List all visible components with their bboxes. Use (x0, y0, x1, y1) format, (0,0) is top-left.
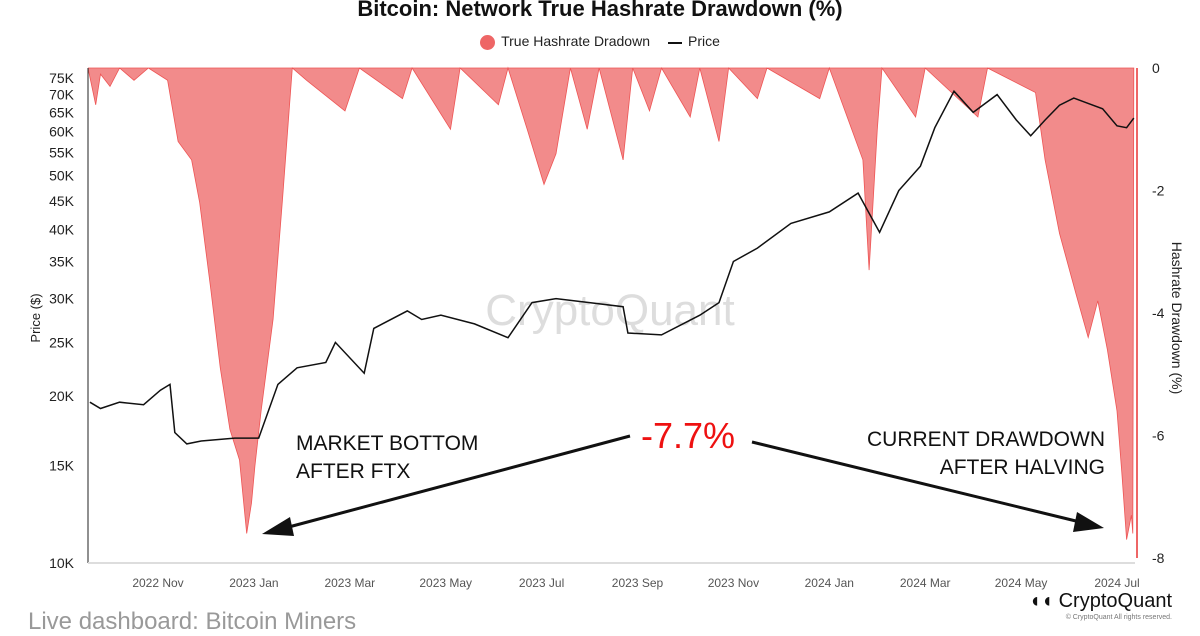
y-left-tick-label: 45K (49, 193, 75, 209)
y-right-tick-label: -6 (1152, 428, 1165, 444)
y-right-label: Hashrate Drawdown (%) (1169, 242, 1185, 395)
y-left-tick-label: 75K (49, 70, 75, 86)
x-tick-label: 2024 Jul (1094, 576, 1139, 590)
drawdown-area (87, 66, 1135, 540)
y-left-tick-label: 65K (49, 104, 75, 120)
y-left-tick-label: 25K (49, 334, 75, 350)
y-right-tick-label: 0 (1152, 60, 1160, 76)
y-left-label: Price ($) (28, 293, 43, 342)
annotation-drawdown-value: -7.7% (641, 415, 735, 456)
y-left-tick-label: 60K (49, 124, 75, 140)
x-tick-label: 2023 Mar (324, 576, 375, 590)
annotation-market-bottom-1: MARKET BOTTOM (296, 432, 478, 455)
x-tick-label: 2023 Sep (612, 576, 664, 590)
x-tick-label: 2023 Nov (708, 576, 759, 590)
y-left-tick-label: 55K (49, 145, 75, 161)
annotation-current-1: CURRENT DRAWDOWN (867, 428, 1105, 451)
arrow-left (262, 434, 631, 536)
arrow-right (751, 440, 1104, 532)
y-right-tick-label: -8 (1152, 550, 1165, 566)
y-left-tick-label: 35K (49, 253, 75, 269)
x-tick-label: 2024 Mar (900, 576, 951, 590)
x-tick-label: 2023 May (419, 576, 472, 590)
legend-line-icon (667, 41, 682, 44)
x-tick-label: 2023 Jul (519, 576, 564, 590)
y-left-tick-label: 30K (49, 291, 75, 307)
annotation-current-2: AFTER HALVING (940, 456, 1105, 479)
chart-title: Bitcoin: Network True Hashrate Drawdown … (357, 0, 843, 21)
y-left-tick-label: 10K (49, 555, 75, 571)
y-left-tick-label: 15K (49, 457, 75, 473)
legend: True Hashrate Dradown Price (0, 33, 1200, 50)
legend-dot-icon (480, 34, 496, 50)
x-tick-label: 2024 May (995, 576, 1048, 590)
y-right-tick-label: -2 (1152, 183, 1165, 199)
y-right-tick-label: -4 (1152, 305, 1165, 321)
logo-icon: ◖◖ (1028, 590, 1059, 612)
dashboard-link[interactable]: Live dashboard: Bitcoin Miners (28, 608, 357, 635)
legend-item-price[interactable]: Price (667, 33, 720, 49)
x-tick-label: 2022 Nov (132, 576, 183, 590)
annotation-market-bottom-2: AFTER FTX (296, 460, 410, 483)
y-left-tick-label: 40K (49, 221, 75, 237)
x-tick-label: 2023 Jan (229, 576, 278, 590)
cryptoquant-logo: ◖◖ CryptoQuant (1028, 590, 1172, 612)
x-tick-label: 2024 Jan (805, 576, 854, 590)
copyright: © CryptoQuant All rights reserved. (1065, 614, 1172, 621)
watermark: CryptoQuant (485, 286, 734, 335)
y-left-tick-label: 20K (49, 388, 75, 404)
price-line (89, 89, 1135, 445)
y-left-tick-label: 70K (49, 87, 75, 103)
legend-item-drawdown[interactable]: True Hashrate Dradown (480, 33, 650, 50)
y-left-tick-label: 50K (49, 168, 75, 184)
